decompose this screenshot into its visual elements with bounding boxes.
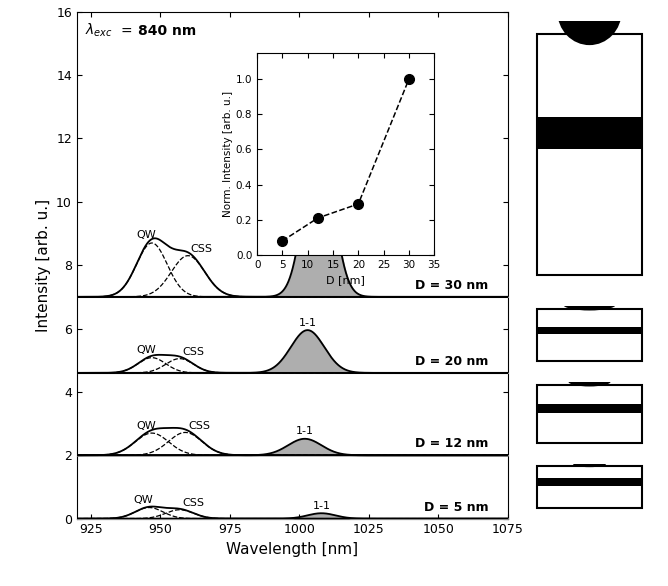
Text: D = 12 nm: D = 12 nm (415, 438, 488, 451)
Y-axis label: Intensity [arb. u.]: Intensity [arb. u.] (35, 199, 51, 332)
Ellipse shape (563, 299, 616, 311)
Text: D = 20 nm: D = 20 nm (415, 355, 488, 368)
Bar (537, 478, 642, 486)
Text: D = 5 nm: D = 5 nm (424, 501, 488, 514)
Text: QW: QW (136, 230, 156, 240)
Text: 1-1: 1-1 (313, 500, 331, 510)
Ellipse shape (568, 377, 611, 386)
Text: CSS: CSS (191, 244, 213, 254)
Text: 1-1: 1-1 (309, 120, 329, 130)
Ellipse shape (557, 0, 622, 45)
Bar (537, 117, 642, 149)
Text: CSS: CSS (182, 347, 204, 357)
Text: =: = (122, 23, 138, 38)
Text: QW: QW (136, 421, 156, 431)
Text: QW: QW (134, 495, 154, 505)
Text: CSS: CSS (188, 421, 210, 431)
Text: 1-1: 1-1 (299, 318, 317, 328)
Ellipse shape (573, 462, 606, 467)
X-axis label: D [nm]: D [nm] (326, 275, 365, 285)
Text: QW: QW (136, 345, 156, 356)
Y-axis label: Norm. Intensity [arb. u.]: Norm. Intensity [arb. u.] (223, 91, 233, 217)
Text: CSS: CSS (182, 498, 204, 508)
Text: 840 nm: 840 nm (138, 23, 196, 38)
Text: D = 30 nm: D = 30 nm (415, 279, 488, 292)
Bar (537, 326, 642, 333)
Text: $\lambda_{exc}$: $\lambda_{exc}$ (85, 22, 113, 39)
X-axis label: Wavelength [nm]: Wavelength [nm] (226, 542, 358, 557)
Text: 1-1: 1-1 (296, 426, 314, 436)
Bar (537, 404, 642, 413)
